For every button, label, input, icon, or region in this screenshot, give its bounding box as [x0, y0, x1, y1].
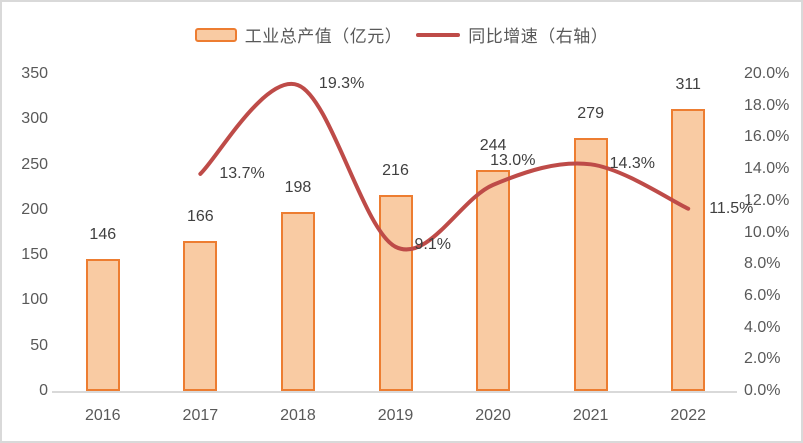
x-axis-label: 2018: [280, 407, 316, 424]
bar-value-label: 311: [675, 76, 701, 94]
left-axis-tick: 150: [21, 246, 48, 264]
legend-item-output-value: 工业总产值（亿元）: [194, 22, 403, 47]
chart-legend: 工业总产值（亿元） 同比增速（右轴）: [2, 22, 801, 47]
left-axis-tick: 200: [21, 200, 48, 218]
line-value-label: 9.1%: [414, 235, 451, 253]
bar-2022: [671, 109, 706, 391]
bar-2016: [85, 258, 120, 391]
bar-value-label: 216: [382, 162, 409, 180]
left-axis-tick: 350: [21, 65, 48, 82]
right-axis-tick: 10.0%: [744, 223, 790, 241]
bar-2017: [183, 240, 218, 391]
right-axis-tick: 6.0%: [744, 286, 781, 304]
bar-value-label: 146: [89, 225, 117, 243]
right-axis-tick: 18.0%: [744, 96, 790, 114]
right-axis-tick: 20.0%: [744, 65, 790, 82]
right-axis-tick: 16.0%: [744, 128, 790, 146]
right-axis-tick: 12.0%: [744, 191, 790, 209]
line-value-label: 14.3%: [609, 155, 656, 173]
left-axis-tick: 100: [21, 291, 48, 309]
bar-value-label: 166: [186, 207, 214, 225]
right-axis-tick: 0.0%: [744, 382, 781, 399]
bar-2020: [476, 170, 511, 391]
line-value-label: 19.3%: [318, 75, 365, 93]
legend-item-growth-rate: 同比增速（右轴）: [416, 22, 608, 47]
right-axis-tick: 4.0%: [744, 318, 781, 336]
right-axis-tick: 8.0%: [744, 255, 781, 273]
x-axis-label: 2021: [572, 407, 609, 424]
line-value-label: 13.7%: [219, 164, 265, 182]
line-value-label: 13.0%: [490, 151, 536, 169]
x-axis-label: 2019: [377, 407, 414, 424]
bar-value-label: 279: [577, 105, 604, 123]
x-axis-label: 2017: [182, 407, 219, 424]
line-swatch-icon: [416, 32, 461, 37]
bar-2018: [280, 211, 315, 391]
left-axis-tick: 300: [21, 110, 48, 128]
bar-2021: [573, 138, 608, 391]
x-axis-label: 2022: [670, 407, 706, 424]
bar-swatch-icon: [194, 27, 237, 42]
legend-label: 同比增速（右轴）: [468, 27, 609, 46]
left-axis-tick: 250: [21, 155, 48, 173]
bar-2019: [378, 195, 413, 391]
left-axis-tick: 50: [30, 336, 48, 354]
legend-label: 工业总产值（亿元）: [244, 27, 403, 46]
right-axis-tick: 2.0%: [744, 350, 781, 368]
line-value-label: 11.5%: [709, 199, 754, 217]
x-axis-label: 2020: [475, 407, 511, 424]
left-axis-tick: 0: [39, 382, 48, 399]
x-axis-label: 2016: [84, 407, 121, 424]
x-axis-line: [52, 391, 737, 393]
right-axis-tick: 14.0%: [744, 160, 790, 178]
bar-value-label: 198: [284, 178, 312, 196]
